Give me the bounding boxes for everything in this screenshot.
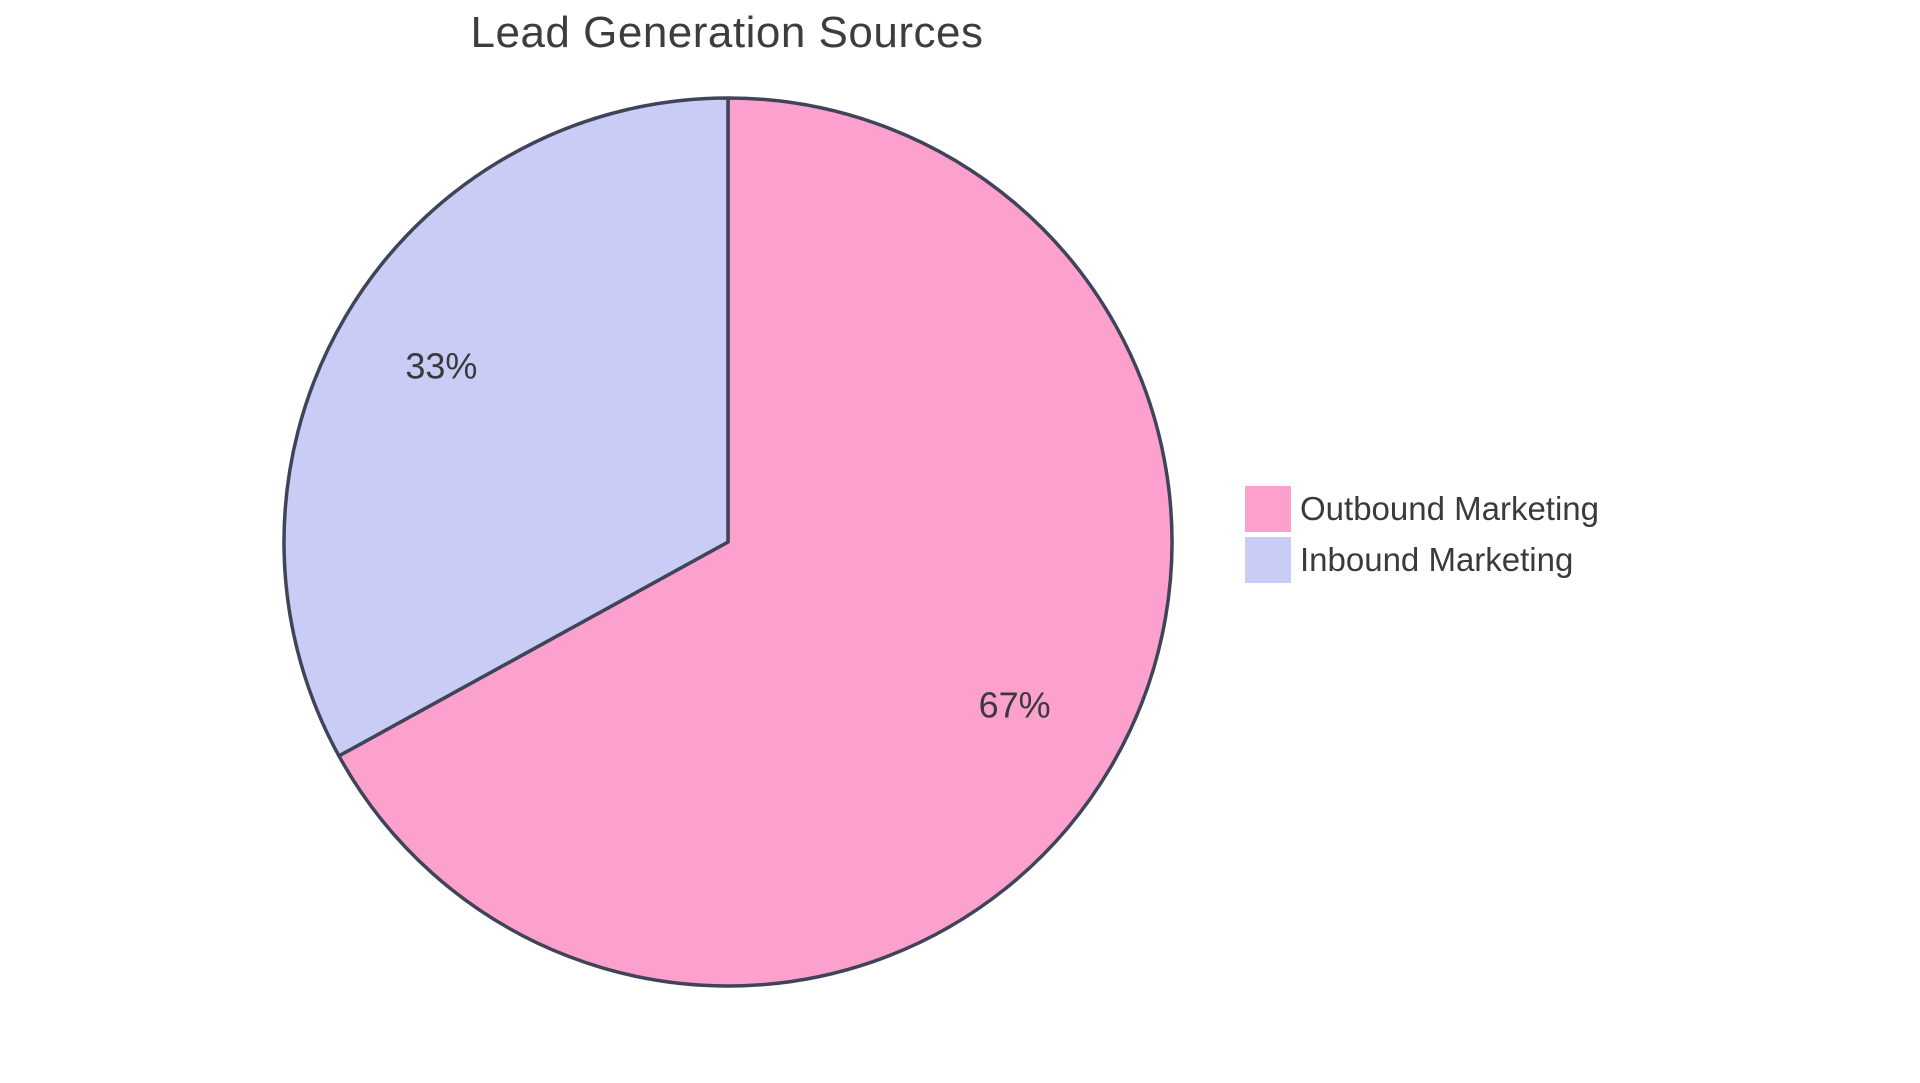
chart-title: Lead Generation Sources bbox=[470, 8, 984, 57]
legend-label-inbound-marketing: Inbound Marketing bbox=[1300, 541, 1574, 578]
legend: Outbound Marketing Inbound Marketing bbox=[1245, 486, 1599, 583]
legend-label-outbound-marketing: Outbound Marketing bbox=[1300, 490, 1600, 527]
slice-percent-label-inbound-marketing: 33% bbox=[405, 346, 477, 387]
legend-item-outbound-marketing: Outbound Marketing bbox=[1245, 486, 1599, 532]
pie-slice-inbound-marketing bbox=[282, 96, 730, 758]
legend-item-inbound-marketing: Inbound Marketing bbox=[1245, 537, 1599, 583]
legend-swatch-inbound-marketing bbox=[1245, 537, 1291, 583]
pie-slice-outbound-marketing bbox=[337, 96, 1174, 988]
slice-percent-label-outbound-marketing: 67% bbox=[979, 685, 1051, 726]
legend-swatch-outbound-marketing bbox=[1245, 486, 1291, 532]
